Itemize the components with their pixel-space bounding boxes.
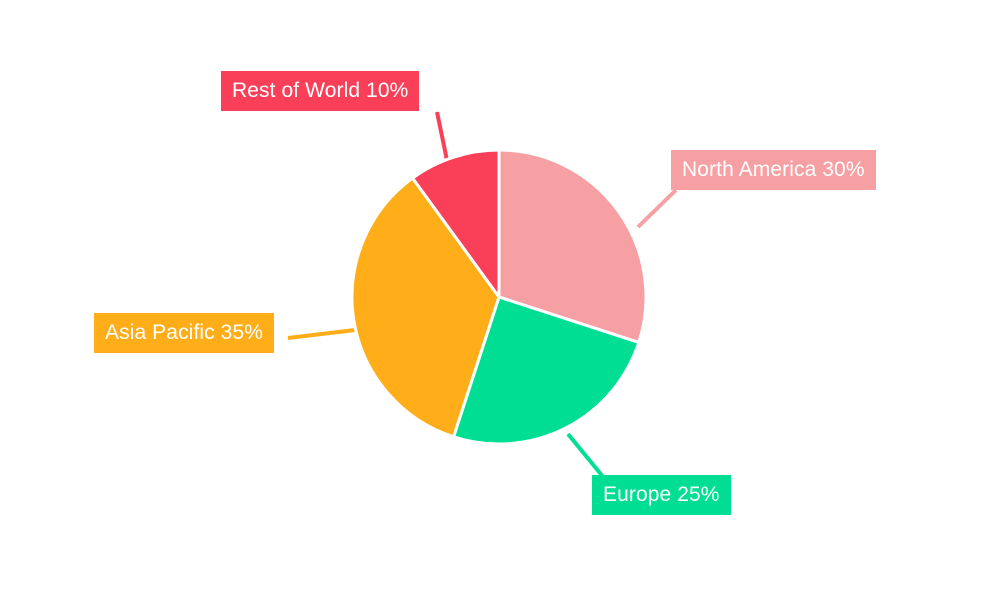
pie-slice-north-america[interactable] [497, 148, 648, 344]
pie-label-rest-of-world-text: Rest of World 10% [232, 79, 409, 102]
leader-line-europe [566, 432, 606, 480]
pie-slice-asia-pacific[interactable] [350, 176, 501, 439]
pie-label-asia-pacific-text: Asia Pacific 35% [105, 321, 264, 344]
leader-line-asia-pacific [287, 328, 356, 340]
pie-label-asia-pacific[interactable]: Asia Pacific 35% [94, 313, 275, 353]
pie-label-europe[interactable]: Europe 25% [592, 475, 731, 515]
pie-label-north-america-text: North America 30% [682, 158, 865, 181]
pie-slice-rest-of-world[interactable] [411, 148, 501, 299]
pie-slice-europe[interactable] [452, 295, 641, 446]
pie-label-north-america[interactable]: North America 30% [671, 150, 876, 190]
leader-line-north-america [636, 188, 678, 229]
pie-label-europe-text: Europe 25% [603, 483, 720, 506]
pie-label-rest-of-world[interactable]: Rest of World 10% [221, 71, 420, 111]
pie-wedges [350, 148, 648, 446]
